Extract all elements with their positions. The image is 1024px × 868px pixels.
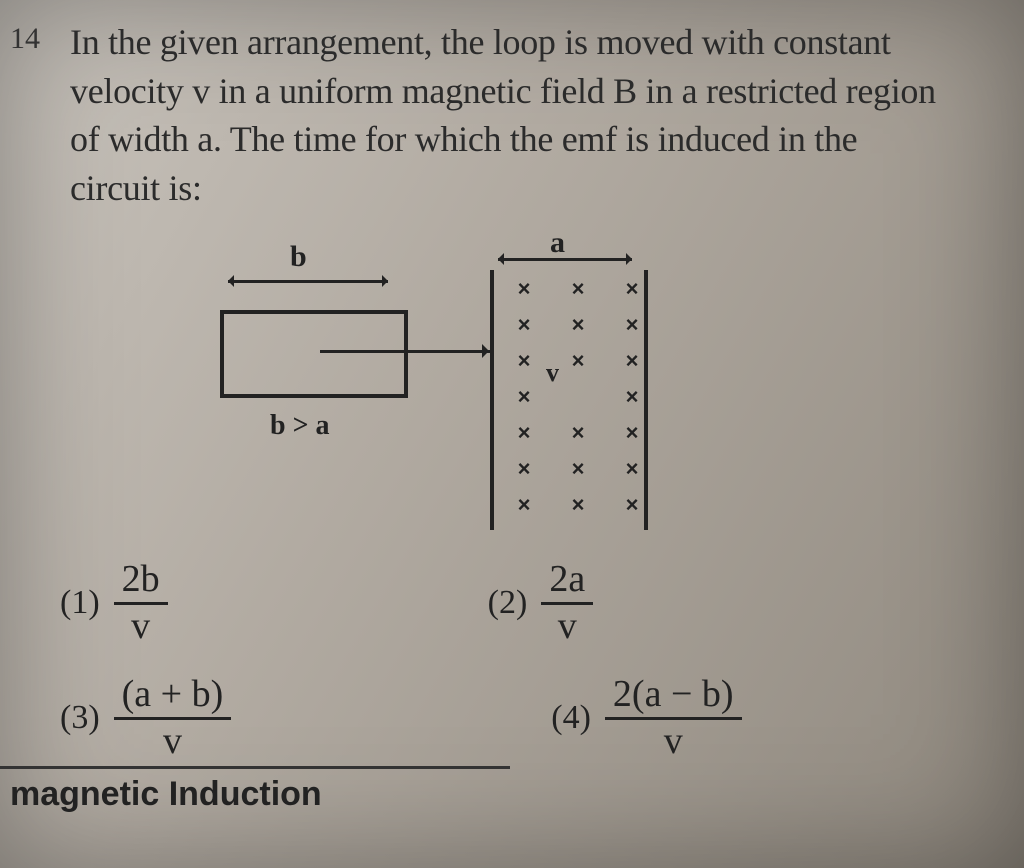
option-2: (2) 2a v — [488, 560, 594, 647]
option-4-frac: 2(a − b) v — [605, 675, 742, 762]
field-x-icon: × — [506, 276, 542, 302]
option-2-frac: 2a v — [541, 560, 593, 647]
option-4-top: 2(a − b) — [605, 675, 742, 720]
option-2-top: 2a — [541, 560, 593, 605]
condition-note: b > a — [270, 410, 330, 442]
field-x-icon: × — [560, 348, 596, 374]
option-2-num: (2) — [488, 584, 528, 622]
option-4-num: (4) — [551, 699, 591, 737]
loop-width-label: b — [290, 240, 307, 274]
field-x-icon: × — [506, 420, 542, 446]
field-x-icon: × — [614, 384, 650, 410]
field-x-icon — [560, 384, 596, 410]
option-3-top: (a + b) — [114, 675, 232, 720]
field-x-icon: × — [506, 384, 542, 410]
field-x-icon: × — [614, 348, 650, 374]
option-1: (1) 2b v — [60, 560, 168, 647]
options: (1) 2b v (2) 2a v (3) (a + b) v — [60, 560, 940, 790]
option-2-bot: v — [550, 605, 585, 647]
option-3-num: (3) — [60, 699, 100, 737]
field-x-icon: × — [560, 456, 596, 482]
option-1-top: 2b — [114, 560, 168, 605]
field-x-icon: × — [614, 276, 650, 302]
field-x-icon: × — [560, 420, 596, 446]
section-heading: magnetic Induction — [0, 766, 510, 814]
field-x-icon: × — [614, 456, 650, 482]
question-number: 14 — [10, 22, 40, 56]
option-1-num: (1) — [60, 584, 100, 622]
option-3: (3) (a + b) v — [60, 675, 231, 762]
velocity-label: v — [546, 358, 559, 388]
page: 14 In the given arrangement, the loop is… — [0, 0, 1024, 868]
field-x-icon: × — [614, 492, 650, 518]
field-x-icon: × — [506, 348, 542, 374]
option-1-bot: v — [123, 605, 158, 647]
option-1-frac: 2b v — [114, 560, 168, 647]
field-x-icon: × — [614, 420, 650, 446]
option-4: (4) 2(a − b) v — [551, 675, 741, 762]
option-row-1: (1) 2b v (2) 2a v — [60, 560, 940, 647]
option-4-bot: v — [656, 720, 691, 762]
option-row-2: (3) (a + b) v (4) 2(a − b) v — [60, 675, 940, 762]
field-x-icon: × — [506, 456, 542, 482]
diagram: b a ×××××××××××××××××××× v b > a — [220, 240, 740, 540]
field-region: × × × × × × × × × × × × × × × × × × × × — [490, 270, 648, 530]
field-x-icon: × — [506, 312, 542, 338]
loop-dim-line — [228, 280, 388, 283]
velocity-arrow — [320, 350, 490, 353]
field-x-icon: × — [560, 492, 596, 518]
loop-rect — [220, 310, 408, 398]
field-x-icon: × — [614, 312, 650, 338]
field-width-label: a — [550, 226, 565, 260]
x-grid: × × × × × × × × × × × × × × × × × × × × — [506, 276, 650, 518]
field-dim-line — [498, 258, 632, 261]
field-x-icon: × — [560, 276, 596, 302]
question-text: In the given arrangement, the loop is mo… — [70, 18, 950, 212]
field-x-icon: × — [560, 312, 596, 338]
option-3-frac: (a + b) v — [114, 675, 232, 762]
field-x-icon: × — [506, 492, 542, 518]
option-3-bot: v — [155, 720, 190, 762]
